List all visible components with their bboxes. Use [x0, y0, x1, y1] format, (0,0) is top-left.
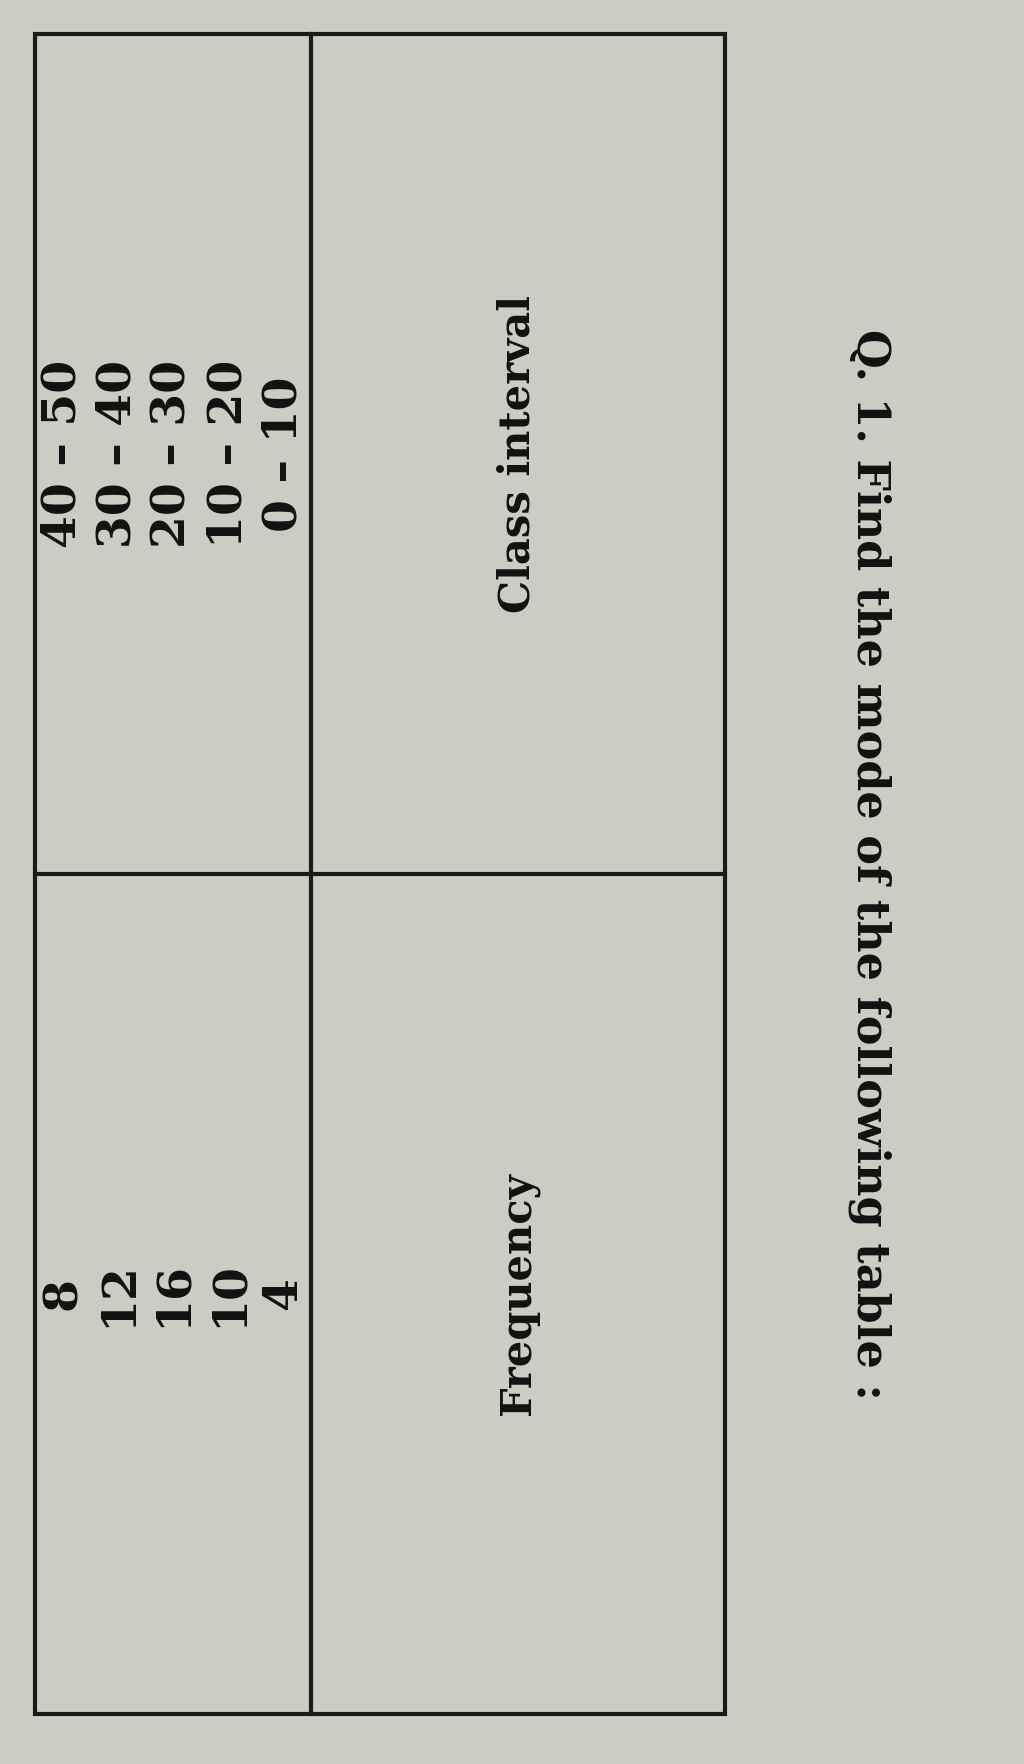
Text: Q. 1. Find the mode of the following table :: Q. 1. Find the mode of the following tab… — [848, 328, 892, 1399]
Text: 4: 4 — [260, 1277, 306, 1311]
Text: 8: 8 — [40, 1277, 86, 1311]
Text: 16: 16 — [150, 1261, 196, 1327]
Text: 40 – 50: 40 – 50 — [40, 360, 86, 549]
Text: Class interval: Class interval — [497, 295, 539, 614]
Text: Frequency: Frequency — [497, 1173, 539, 1415]
Text: 10 – 20: 10 – 20 — [205, 360, 251, 549]
Bar — [35, 34, 725, 1715]
Text: 10: 10 — [205, 1261, 251, 1327]
Text: 0 – 10: 0 – 10 — [260, 376, 306, 531]
Text: 30 – 40: 30 – 40 — [95, 360, 141, 549]
Text: 12: 12 — [95, 1261, 141, 1327]
Text: 20 – 30: 20 – 30 — [150, 360, 196, 549]
